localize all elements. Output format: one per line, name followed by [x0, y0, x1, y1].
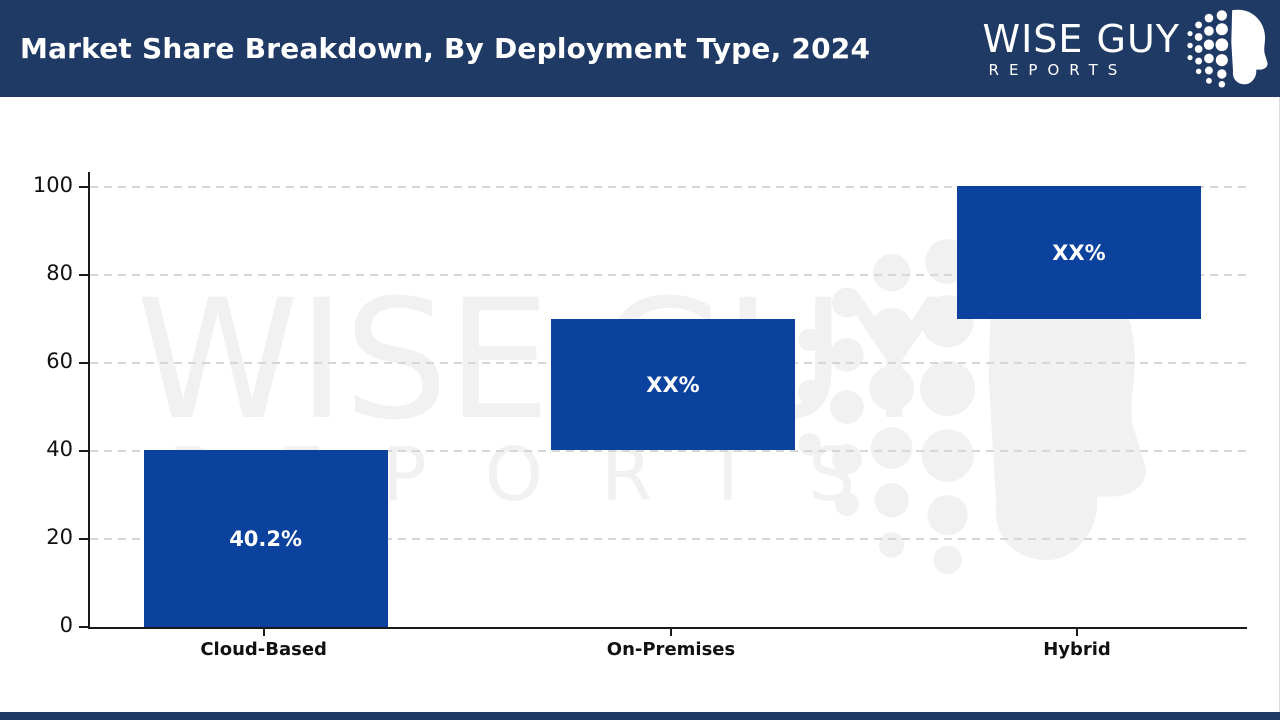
- footer-bar: [0, 712, 1280, 720]
- y-tick-label-20: 20: [46, 524, 73, 549]
- logo-head-icon: [1187, 9, 1268, 88]
- y-tick-0: [79, 626, 88, 628]
- bar-value-label-hybrid: XX%: [1052, 240, 1106, 265]
- y-tick-label-60: 60: [46, 348, 73, 373]
- page-title: Market Share Breakdown, By Deployment Ty…: [20, 32, 871, 65]
- y-tick-100: [79, 185, 88, 188]
- bar-value-label-on-premises: XX%: [646, 372, 700, 397]
- y-tick-label-80: 80: [46, 260, 73, 285]
- y-tick-label-40: 40: [46, 436, 73, 461]
- x-tick-on-premises: [670, 627, 672, 636]
- logo-text: WISE GUY REPORTS: [983, 20, 1180, 79]
- y-tick-20: [79, 537, 88, 540]
- logo-subtitle: REPORTS: [988, 60, 1128, 79]
- plot-area: 40.2% XX% XX%: [88, 172, 1247, 629]
- bar-value-label-cloud-based: 40.2%: [229, 526, 303, 551]
- x-tick-label-cloud-based: Cloud-Based: [200, 639, 327, 660]
- x-tick-cloud-based: [262, 627, 265, 636]
- bar-hybrid: [957, 186, 1201, 319]
- x-tick-label-on-premises: On-Premises: [606, 639, 736, 660]
- gridline-80: [90, 273, 1247, 276]
- bar-cloud-based: [143, 450, 388, 627]
- y-tick-40: [79, 449, 88, 452]
- y-tick-label-100: 100: [32, 172, 73, 197]
- y-tick-80: [79, 273, 88, 276]
- y-tick-60: [79, 361, 88, 364]
- logo-wordmark: WISE GUY: [982, 16, 1180, 61]
- x-tick-hybrid: [1076, 627, 1078, 636]
- y-tick-label-0: 0: [59, 613, 73, 637]
- x-tick-label-hybrid: Hybrid: [1043, 639, 1111, 660]
- gridline-20: [90, 537, 1247, 540]
- watermark-wordmark: WISE GUY: [136, 264, 945, 456]
- gridline-40: [90, 449, 1247, 452]
- bar-on-premises: [551, 318, 795, 451]
- brand-logo: WISE GUY REPORTS: [983, 5, 1270, 93]
- header: Market Share Breakdown, By Deployment Ty…: [0, 0, 1280, 97]
- gridline-100: [90, 185, 1247, 188]
